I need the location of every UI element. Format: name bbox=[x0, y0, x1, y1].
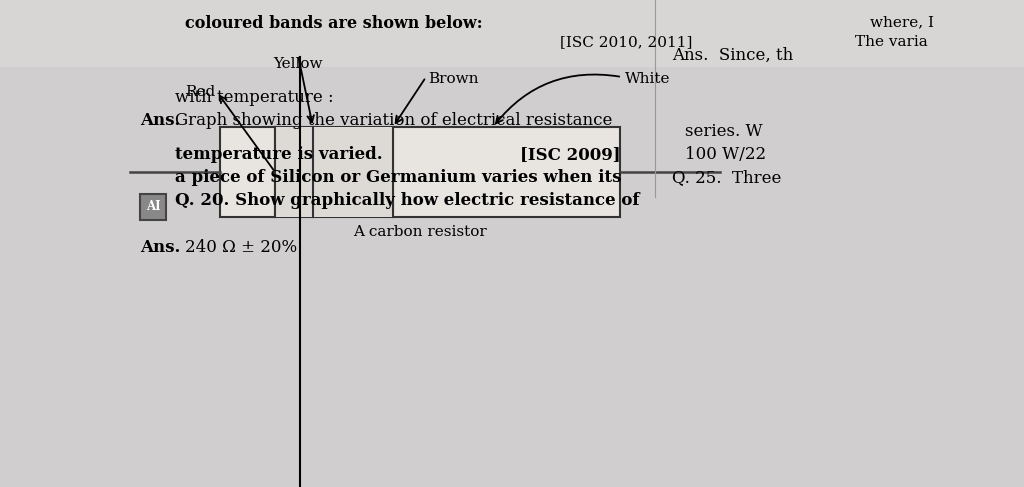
Text: Ans.: Ans. bbox=[140, 112, 180, 129]
Text: a piece of Silicon or Germanium varies when its: a piece of Silicon or Germanium varies w… bbox=[175, 169, 622, 186]
Text: The varia: The varia bbox=[855, 35, 928, 49]
Text: temperature is varied.: temperature is varied. bbox=[175, 146, 383, 163]
Text: A carbon resistor: A carbon resistor bbox=[353, 225, 486, 239]
Text: where, I: where, I bbox=[870, 15, 934, 29]
Text: coloured bands are shown below:: coloured bands are shown below: bbox=[185, 15, 482, 32]
Bar bbox=[140, 194, 166, 220]
Bar bbox=[0, 0, 1024, 67]
Text: [ISC 2010, 2011]: [ISC 2010, 2011] bbox=[560, 35, 692, 49]
Text: Q. 20. Show graphically how electric resistance of: Q. 20. Show graphically how electric res… bbox=[175, 192, 640, 209]
Text: Q. 25.  Three: Q. 25. Three bbox=[672, 169, 781, 186]
Text: Red: Red bbox=[184, 85, 215, 99]
Text: AI: AI bbox=[145, 201, 161, 213]
Bar bbox=[220, 127, 620, 217]
Text: Ans.  Since, th: Ans. Since, th bbox=[672, 47, 794, 64]
Bar bbox=[275, 127, 393, 217]
Text: 240 Ω ± 20%: 240 Ω ± 20% bbox=[185, 239, 297, 256]
Text: Brown: Brown bbox=[428, 72, 478, 86]
Text: Ans.: Ans. bbox=[140, 239, 180, 256]
Text: series. W: series. W bbox=[685, 123, 763, 140]
Text: 100 W/22: 100 W/22 bbox=[685, 146, 766, 163]
Text: Graph showing the variation of electrical resistance: Graph showing the variation of electrica… bbox=[175, 112, 612, 129]
Text: White: White bbox=[625, 72, 671, 86]
Text: Yellow: Yellow bbox=[273, 57, 323, 71]
Text: [ISC 2009]: [ISC 2009] bbox=[520, 146, 621, 163]
Text: with temperature :: with temperature : bbox=[175, 89, 334, 106]
